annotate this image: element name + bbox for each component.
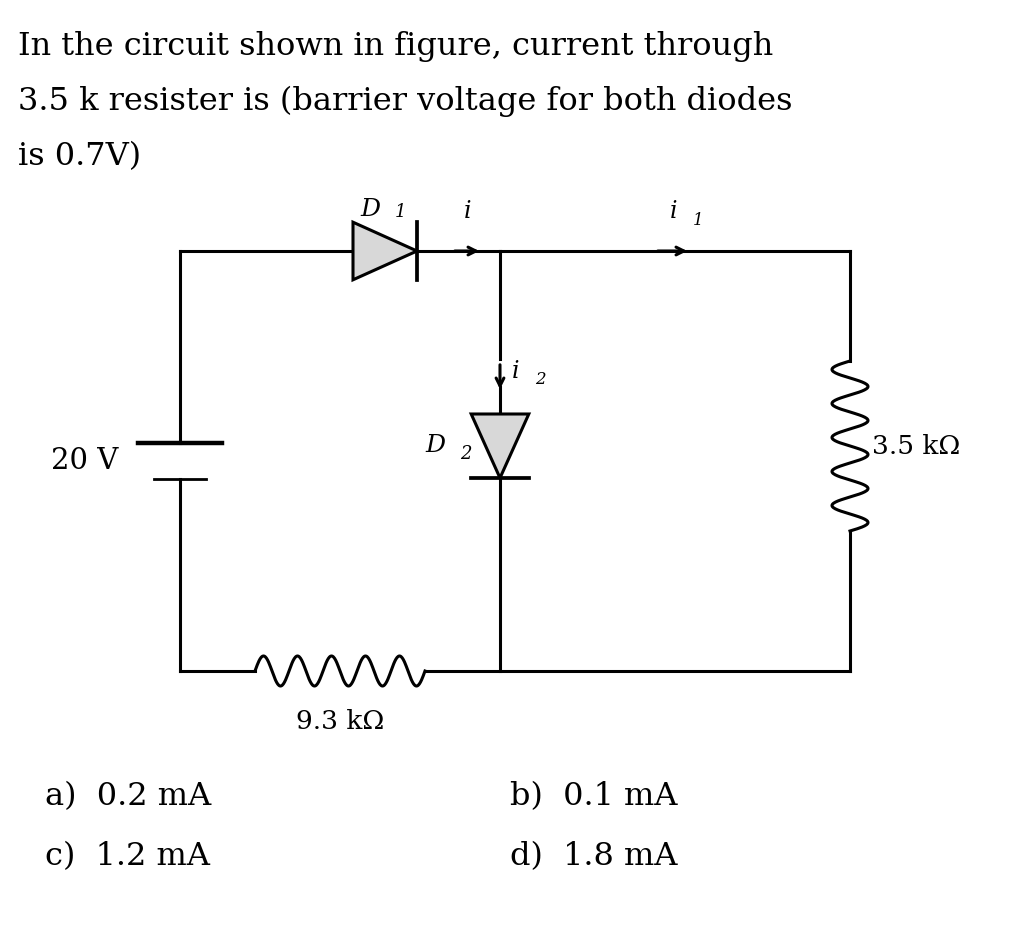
- Text: 1: 1: [693, 212, 703, 229]
- Text: i: i: [670, 200, 678, 223]
- Text: 2: 2: [535, 372, 546, 389]
- Text: 3.5 kΩ: 3.5 kΩ: [872, 434, 961, 458]
- Text: c)  1.2 mA: c) 1.2 mA: [45, 841, 210, 872]
- Polygon shape: [471, 414, 528, 478]
- Text: i: i: [512, 360, 519, 383]
- Text: 2: 2: [461, 445, 472, 463]
- Text: D: D: [425, 435, 445, 457]
- Polygon shape: [353, 223, 417, 280]
- Text: i: i: [464, 200, 471, 223]
- Text: 1: 1: [395, 203, 407, 221]
- Text: 3.5 k resister is (barrier voltage for both diodes: 3.5 k resister is (barrier voltage for b…: [18, 86, 793, 117]
- Text: is 0.7V): is 0.7V): [18, 141, 141, 172]
- Text: 9.3 kΩ: 9.3 kΩ: [296, 709, 384, 734]
- Text: b)  0.1 mA: b) 0.1 mA: [510, 781, 678, 812]
- Text: d)  1.8 mA: d) 1.8 mA: [510, 841, 678, 872]
- Text: a)  0.2 mA: a) 0.2 mA: [45, 781, 211, 812]
- Text: 20 V: 20 V: [50, 447, 118, 475]
- Text: D: D: [360, 198, 380, 221]
- Text: In the circuit shown in figure, current through: In the circuit shown in figure, current …: [18, 31, 773, 62]
